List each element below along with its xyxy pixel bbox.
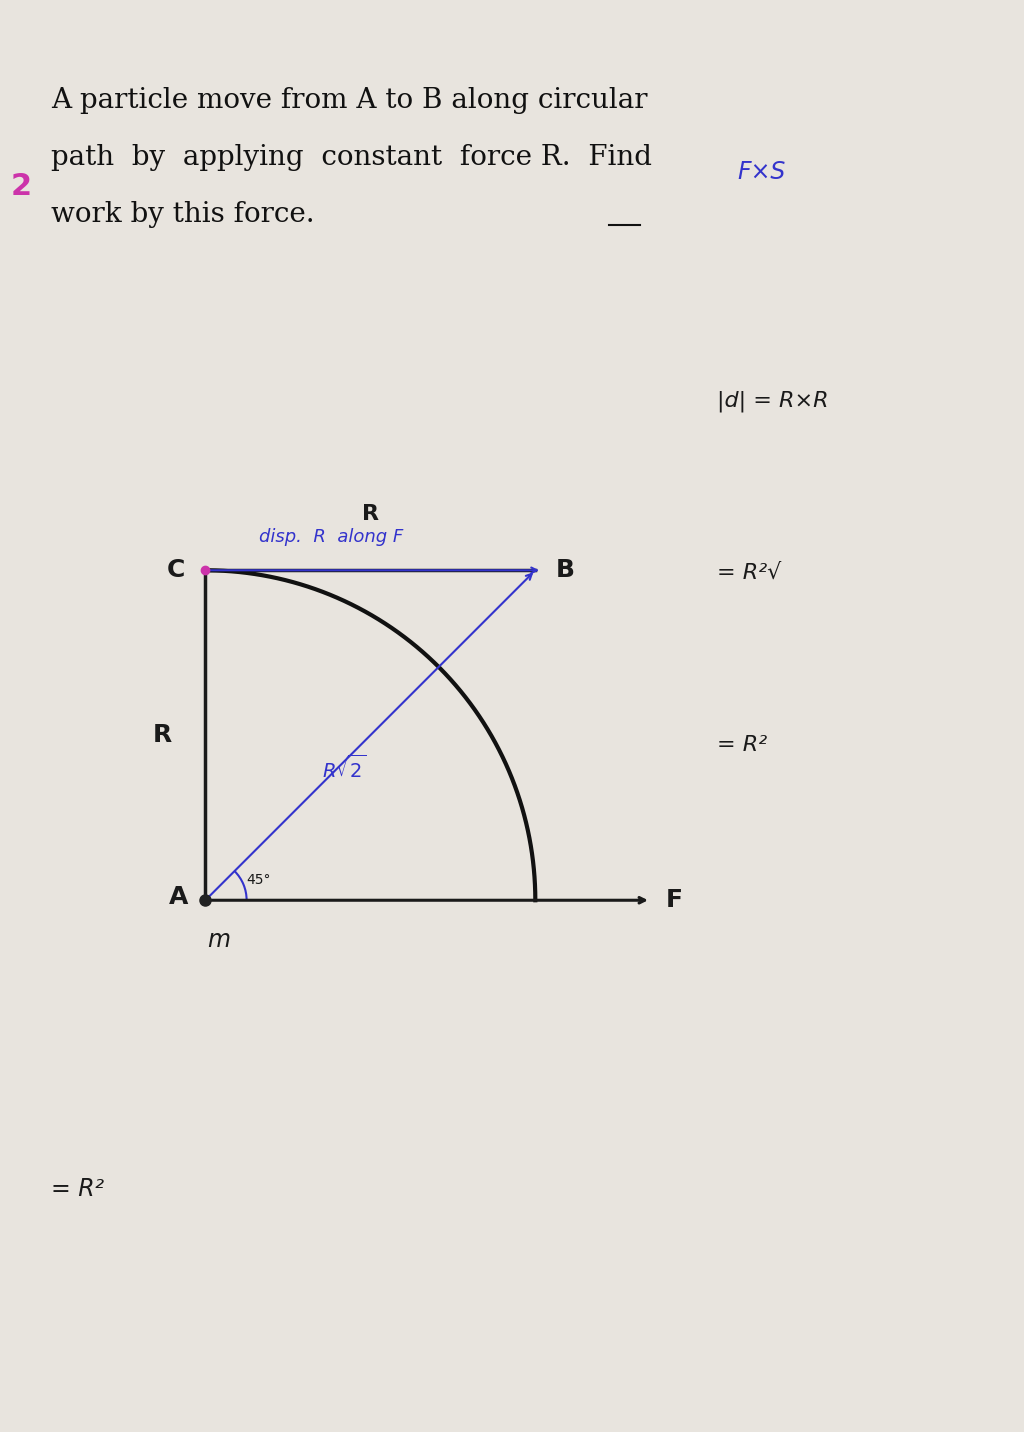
Text: R$\sqrt{2}$: R$\sqrt{2}$: [322, 755, 367, 782]
Text: R: R: [361, 504, 379, 524]
Text: path  by  applying  constant  force R.  Find: path by applying constant force R. Find: [51, 145, 652, 170]
Text: disp.  R  along F: disp. R along F: [259, 528, 402, 546]
Text: 2: 2: [10, 172, 32, 200]
Text: A particle move from A to B along circular: A particle move from A to B along circul…: [51, 87, 648, 113]
Text: = R²: = R²: [51, 1177, 104, 1200]
Text: R: R: [153, 723, 172, 748]
Text: work by this force.: work by this force.: [51, 202, 314, 228]
Text: |d| = R×R: |d| = R×R: [717, 390, 828, 412]
Text: F: F: [666, 888, 682, 912]
Text: A: A: [169, 885, 188, 909]
Text: B: B: [556, 558, 574, 583]
Text: F×S: F×S: [737, 160, 785, 183]
Text: 45°: 45°: [246, 874, 270, 888]
Text: = R²: = R²: [717, 735, 767, 755]
Text: = R²√: = R²√: [717, 563, 781, 583]
Text: m: m: [207, 928, 230, 952]
Text: C: C: [167, 558, 185, 583]
